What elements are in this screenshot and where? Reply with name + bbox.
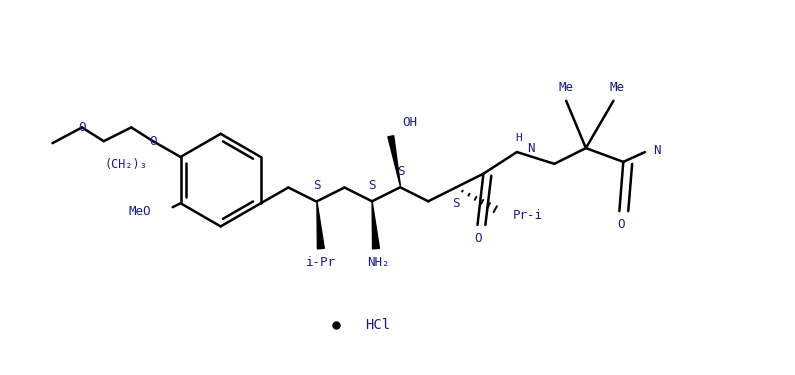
Text: Pr-i: Pr-i <box>513 209 543 222</box>
Text: i-Pr: i-Pr <box>306 256 335 269</box>
Text: MeO: MeO <box>129 205 151 218</box>
Text: S: S <box>368 179 376 192</box>
Text: S: S <box>313 179 320 192</box>
Text: Me: Me <box>610 81 625 93</box>
Text: (CH₂)₃: (CH₂)₃ <box>105 158 148 171</box>
Text: S: S <box>452 197 460 210</box>
Polygon shape <box>372 201 379 249</box>
Text: O: O <box>618 218 625 231</box>
Text: N: N <box>527 142 534 154</box>
Text: H: H <box>515 133 522 143</box>
Text: NH₂: NH₂ <box>366 256 390 269</box>
Polygon shape <box>388 136 401 188</box>
Text: OH: OH <box>402 116 417 129</box>
Text: O: O <box>475 232 483 245</box>
Text: O: O <box>149 135 157 148</box>
Text: S: S <box>397 165 405 178</box>
Text: O: O <box>78 121 86 134</box>
Text: Me: Me <box>559 81 574 93</box>
Text: HCl: HCl <box>366 318 390 332</box>
Polygon shape <box>317 201 324 249</box>
Text: N: N <box>653 144 661 157</box>
